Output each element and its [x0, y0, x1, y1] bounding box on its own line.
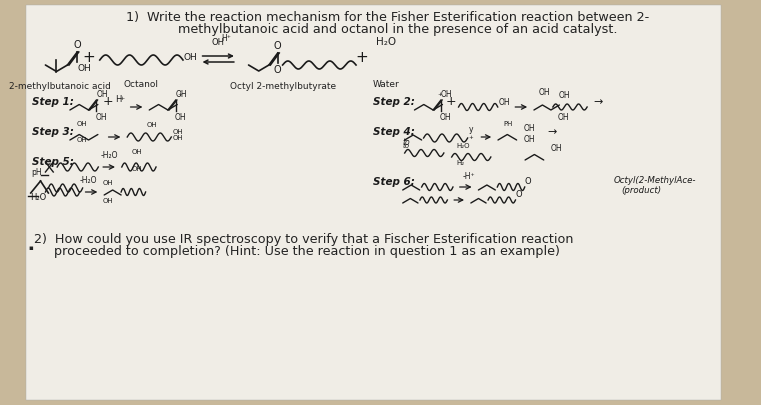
Text: OH: OH — [176, 90, 187, 99]
Text: Step 4:: Step 4: — [374, 127, 416, 137]
Text: O: O — [274, 41, 282, 51]
Text: OH: OH — [76, 122, 87, 128]
FancyBboxPatch shape — [26, 5, 721, 400]
Text: H₂O: H₂O — [457, 143, 470, 149]
Text: Step 6:: Step 6: — [374, 177, 416, 187]
Text: OH: OH — [558, 113, 569, 122]
Text: -H₂O: -H₂O — [100, 151, 118, 160]
Text: +: + — [469, 135, 473, 140]
Text: OH: OH — [184, 53, 198, 62]
Text: OH: OH — [524, 135, 535, 144]
Text: OH: OH — [559, 91, 570, 100]
Text: OH: OH — [175, 113, 186, 122]
Text: OH: OH — [212, 38, 224, 47]
Text: +: + — [437, 92, 442, 97]
Text: OH: OH — [498, 98, 511, 107]
Text: +: + — [103, 95, 113, 108]
Text: to: to — [403, 138, 410, 147]
Text: OH: OH — [539, 88, 550, 97]
Text: OH: OH — [132, 166, 142, 172]
Text: →: → — [593, 97, 602, 107]
Text: Step 1:: Step 1: — [32, 97, 74, 107]
Text: +: + — [119, 96, 124, 101]
Text: H₂O: H₂O — [30, 193, 46, 202]
Text: Octanol: Octanol — [123, 80, 158, 89]
Text: 2-methylbutanoic acid: 2-methylbutanoic acid — [9, 82, 111, 91]
Text: Step 2:: Step 2: — [374, 97, 416, 107]
Text: OH: OH — [172, 135, 183, 141]
Text: +: + — [445, 95, 456, 108]
Text: H⁺: H⁺ — [221, 34, 231, 43]
Text: -H⁺: -H⁺ — [463, 172, 476, 181]
Text: OH: OH — [95, 113, 107, 122]
Text: OH: OH — [97, 90, 108, 99]
Text: Step 3:: Step 3: — [32, 127, 74, 137]
Text: +: + — [355, 51, 368, 66]
Text: OH: OH — [102, 198, 113, 204]
Text: proceeded to completion? (Hint: Use the reaction in question 1 as an example): proceeded to completion? (Hint: Use the … — [33, 245, 559, 258]
Text: OH: OH — [132, 149, 142, 155]
Text: H: H — [115, 95, 121, 104]
Text: H₂: H₂ — [457, 160, 465, 166]
Text: ▪: ▪ — [29, 245, 33, 251]
Text: OH: OH — [551, 144, 562, 153]
Text: pH: pH — [32, 168, 43, 177]
Text: (product): (product) — [621, 186, 661, 195]
Text: O: O — [74, 40, 81, 50]
Text: OH: OH — [147, 122, 158, 128]
Text: OH: OH — [78, 64, 91, 73]
Text: O: O — [515, 190, 522, 199]
Text: Water: Water — [373, 80, 400, 89]
Text: y: y — [469, 125, 473, 134]
Text: 1)  Write the reaction mechanism for the Fisher Esterification reaction between : 1) Write the reaction mechanism for the … — [126, 11, 650, 24]
Text: +: + — [83, 51, 95, 66]
Text: O: O — [525, 177, 531, 186]
Text: OH: OH — [440, 113, 451, 122]
Text: 2)  How could you use IR spectroscopy to verify that a Fischer Esterification re: 2) How could you use IR spectroscopy to … — [33, 233, 573, 246]
Text: H₂O: H₂O — [377, 37, 396, 47]
Text: PH: PH — [503, 122, 513, 128]
Text: O: O — [274, 65, 282, 75]
Text: OH: OH — [524, 124, 535, 133]
Text: OH: OH — [172, 129, 183, 135]
Text: Octyl(2-MethylAce-: Octyl(2-MethylAce- — [613, 176, 696, 185]
Text: -H₂O: -H₂O — [80, 176, 97, 185]
Text: methylbutanoic acid and octanol in the presence of an acid catalyst.: methylbutanoic acid and octanol in the p… — [158, 23, 618, 36]
Text: to: to — [403, 143, 409, 149]
Text: Octyl 2-methylbutyrate: Octyl 2-methylbutyrate — [230, 82, 336, 91]
Text: +: + — [177, 92, 183, 97]
Text: →: → — [547, 127, 556, 137]
Text: OH: OH — [441, 90, 453, 99]
Text: OH: OH — [76, 138, 87, 143]
Text: Step 5:: Step 5: — [32, 157, 74, 167]
Text: OH: OH — [102, 180, 113, 186]
